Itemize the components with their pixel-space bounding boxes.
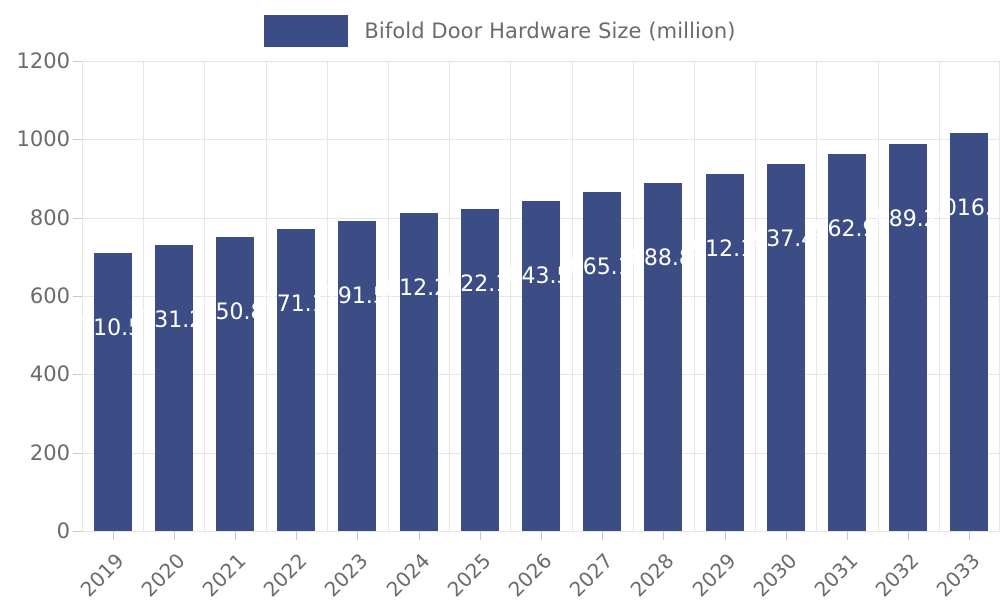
y-gridline bbox=[82, 61, 1000, 62]
x-tick-mark bbox=[785, 531, 787, 540]
x-axis-tick-label: 2022 bbox=[258, 548, 312, 600]
y-axis-tick-label: 1200 bbox=[16, 49, 70, 73]
x-tick-mark bbox=[296, 531, 298, 540]
x-gridline bbox=[939, 61, 940, 531]
x-axis-tick-label: 2023 bbox=[319, 548, 373, 600]
y-tick-mark bbox=[73, 217, 82, 219]
x-gridline bbox=[633, 61, 634, 531]
y-tick-mark bbox=[73, 296, 82, 297]
y-axis-tick-label: 600 bbox=[29, 284, 70, 308]
y-axis-tick-label: 800 bbox=[29, 205, 70, 230]
bar[interactable] bbox=[766, 163, 805, 531]
x-gridline bbox=[143, 61, 144, 531]
x-tick-mark bbox=[479, 531, 481, 540]
x-gridline bbox=[878, 61, 879, 531]
x-tick-mark bbox=[541, 531, 542, 540]
x-axis-tick-label: 2020 bbox=[136, 548, 190, 600]
y-gridline bbox=[82, 139, 1000, 141]
bar[interactable] bbox=[889, 143, 928, 531]
bar[interactable] bbox=[93, 252, 132, 531]
x-axis-tick-label: 2025 bbox=[442, 548, 496, 600]
y-tick-mark bbox=[73, 374, 82, 376]
y-axis-tick-label: 200 bbox=[29, 440, 70, 465]
x-gridline bbox=[266, 61, 267, 531]
x-gridline bbox=[327, 61, 328, 531]
bar[interactable] bbox=[522, 200, 560, 531]
x-axis-tick-label: 2021 bbox=[197, 548, 251, 600]
bar[interactable] bbox=[216, 236, 254, 531]
x-tick-mark bbox=[112, 531, 114, 540]
legend-color-swatch bbox=[264, 15, 349, 47]
bar[interactable] bbox=[644, 182, 683, 531]
y-tick-mark bbox=[73, 139, 82, 141]
x-gridline bbox=[694, 61, 695, 531]
y-tick-mark bbox=[73, 531, 82, 532]
y-tick-mark bbox=[73, 452, 82, 454]
y-axis-tick-label: 0 bbox=[56, 519, 70, 543]
x-gridline bbox=[82, 61, 83, 531]
bar[interactable] bbox=[950, 132, 989, 531]
bar[interactable] bbox=[277, 229, 316, 531]
x-tick-mark bbox=[173, 531, 175, 540]
x-axis-tick-label: 2033 bbox=[931, 548, 985, 600]
bar[interactable] bbox=[399, 212, 438, 531]
bar[interactable] bbox=[583, 192, 622, 531]
y-tick-mark bbox=[73, 61, 82, 62]
x-gridline bbox=[449, 61, 450, 531]
bar[interactable] bbox=[460, 209, 499, 531]
x-axis-tick-label: 2027 bbox=[564, 548, 618, 600]
x-axis-tick-label: 2030 bbox=[748, 548, 802, 600]
x-axis-tick-label: 2026 bbox=[503, 548, 557, 600]
x-gridline bbox=[816, 61, 817, 531]
x-tick-mark bbox=[969, 531, 971, 540]
bar[interactable] bbox=[154, 244, 193, 531]
x-gridline bbox=[204, 61, 205, 531]
x-axis-tick-label: 2024 bbox=[381, 548, 435, 600]
x-tick-mark bbox=[418, 531, 420, 540]
x-gridline bbox=[572, 61, 573, 531]
x-axis-tick-label: 2032 bbox=[870, 548, 924, 600]
x-tick-mark bbox=[847, 531, 848, 540]
x-tick-mark bbox=[357, 531, 359, 540]
x-gridline bbox=[388, 61, 389, 531]
y-axis-tick-label: 1000 bbox=[16, 127, 70, 152]
x-axis-tick-label: 2019 bbox=[75, 548, 129, 600]
x-gridline bbox=[510, 61, 511, 531]
legend-label: Bifold Door Hardware Size (million) bbox=[364, 19, 736, 43]
plot-area: 710.5 731.2 750.8 771.1 791.5 812.2 822.1 843.5… bbox=[73, 61, 1000, 532]
y-axis-tick-label: 400 bbox=[29, 362, 70, 387]
x-axis-tick-label: 2028 bbox=[625, 548, 679, 600]
bar[interactable] bbox=[338, 221, 377, 531]
x-axis-tick-label: 2031 bbox=[809, 548, 863, 600]
chart-legend: Bifold Door Hardware Size (million) bbox=[0, 8, 1000, 54]
x-tick-mark bbox=[663, 531, 665, 540]
x-tick-mark bbox=[724, 531, 726, 540]
x-tick-mark bbox=[235, 531, 236, 540]
x-tick-mark bbox=[908, 531, 910, 540]
x-gridline bbox=[755, 61, 756, 531]
x-axis-tick-label: 2029 bbox=[687, 548, 741, 600]
x-tick-mark bbox=[602, 531, 604, 540]
bar[interactable] bbox=[828, 153, 866, 531]
bar[interactable] bbox=[705, 173, 744, 531]
